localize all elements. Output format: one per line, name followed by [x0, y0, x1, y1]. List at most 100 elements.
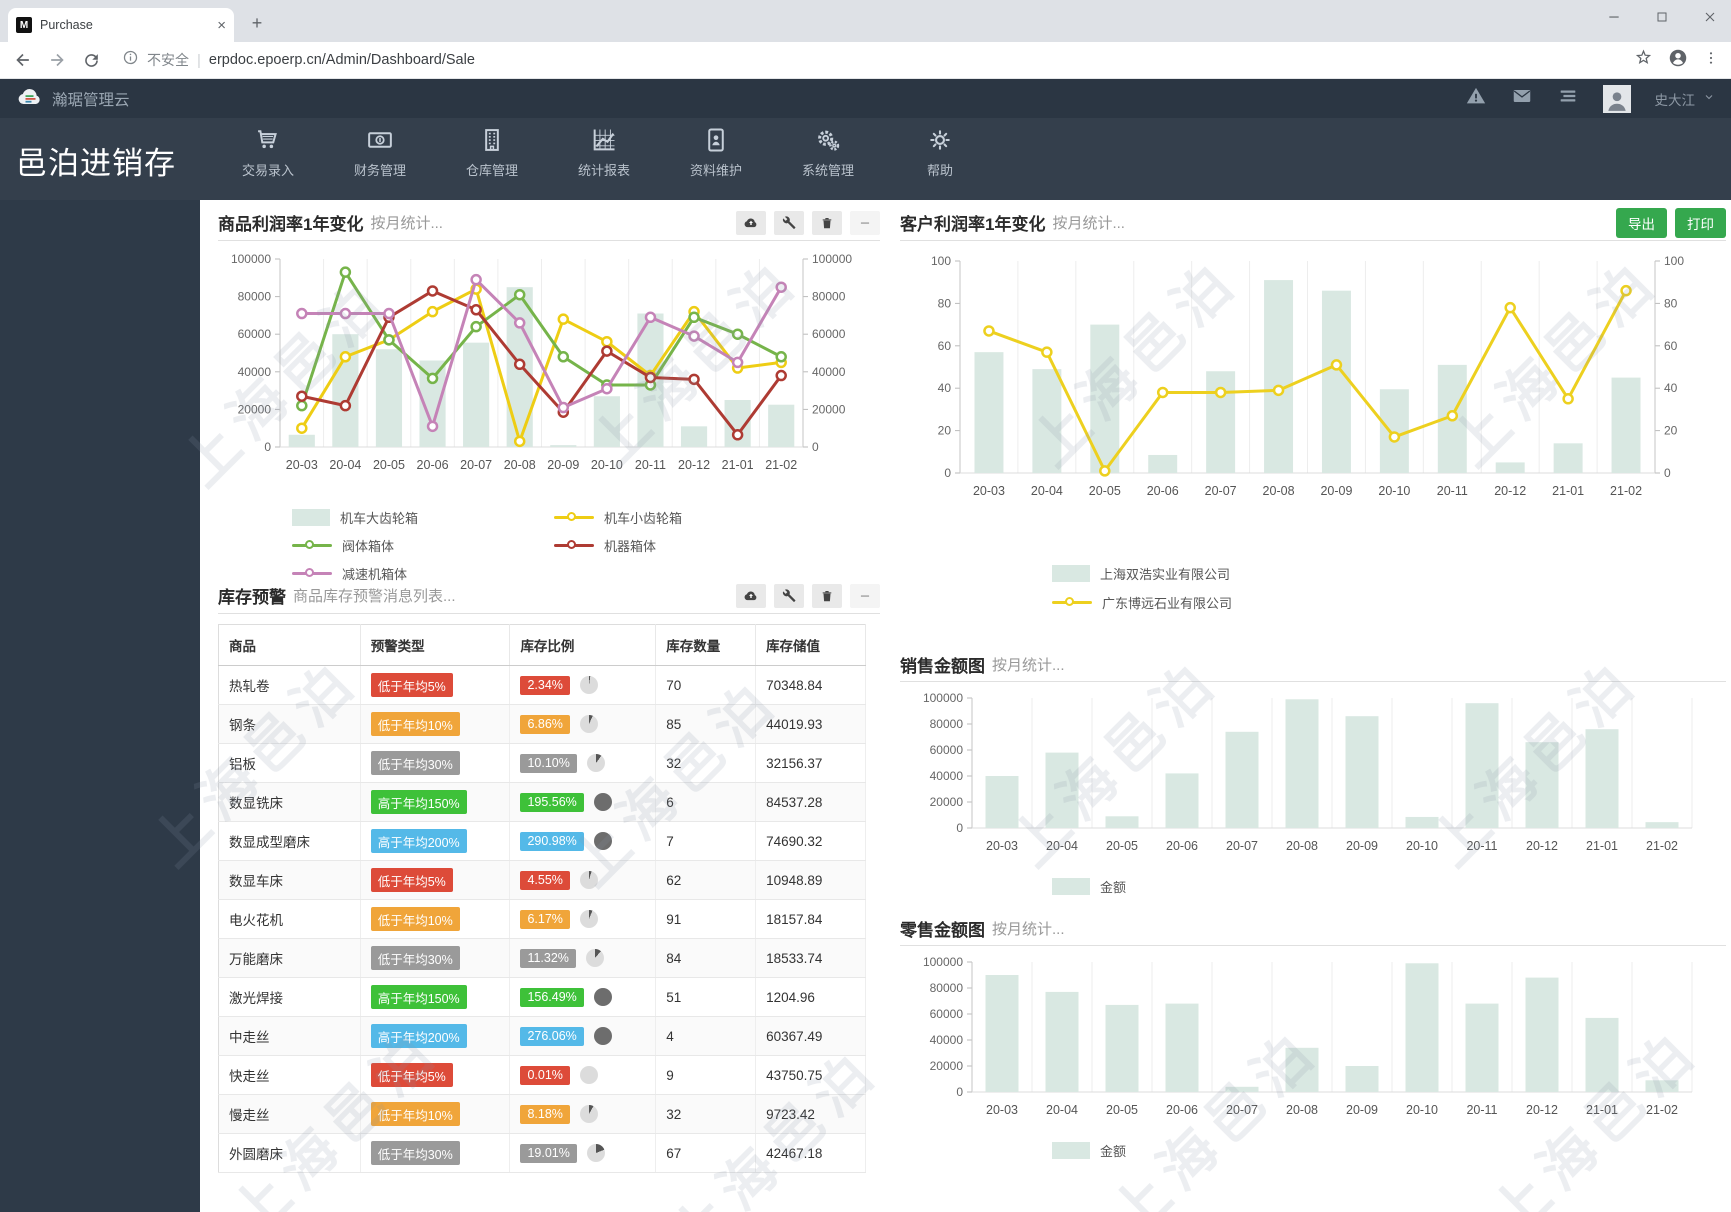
stock-ratio-badge: 0.01%: [520, 1065, 570, 1085]
back-icon[interactable]: [12, 49, 34, 71]
settings-button[interactable]: [774, 583, 804, 608]
mail-icon[interactable]: [1511, 85, 1533, 112]
svg-text:20-09: 20-09: [1346, 1103, 1378, 1117]
menu-item-label: 资料维护: [689, 163, 742, 178]
legend-item[interactable]: 广东博远石业有限公司: [1052, 593, 1726, 612]
menu-item-finance-management[interactable]: 财务管理: [332, 126, 428, 200]
print-button[interactable]: 打印: [1675, 207, 1726, 238]
window-minimize-icon[interactable]: [1599, 4, 1629, 30]
collapse-button[interactable]: [850, 583, 880, 608]
legend-label: 机车小齿轮箱: [604, 511, 683, 526]
settings-button[interactable]: [774, 210, 804, 235]
legend-item[interactable]: 机车小齿轮箱: [554, 508, 880, 527]
user-avatar[interactable]: [1602, 84, 1631, 113]
svg-text:100: 100: [1664, 254, 1684, 268]
forward-icon[interactable]: [46, 49, 68, 71]
ratio-pie-icon: [586, 1144, 605, 1163]
browser-menu-icon[interactable]: [1703, 50, 1719, 71]
legend-label: 上海双浩实业有限公司: [1100, 567, 1231, 582]
legend-item[interactable]: 金额: [1052, 1141, 1726, 1160]
svg-text:20-08: 20-08: [504, 458, 536, 472]
browser-tab[interactable]: M Purchase ×: [8, 8, 234, 42]
menu-item-label: 仓库管理: [465, 163, 518, 178]
cart-icon: [254, 126, 282, 154]
alert-type-cell: 低于年均10%: [360, 1094, 511, 1134]
ratio-pie-icon: [593, 988, 612, 1007]
table-row[interactable]: 数显成型磨床 高于年均200% 290.98% 7 74690.32: [218, 821, 866, 861]
menu-item-statistics-reports[interactable]: 统计报表: [556, 126, 652, 200]
stock-qty: 70: [655, 665, 757, 705]
legend-item[interactable]: 阀体箱体: [292, 536, 554, 555]
reload-icon[interactable]: [80, 49, 102, 71]
svg-text:20-04: 20-04: [329, 458, 361, 472]
legend-item[interactable]: 机器箱体: [554, 536, 880, 555]
table-row[interactable]: 数显车床 低于年均5% 4.55% 62 10948.89: [218, 860, 866, 900]
table-row[interactable]: 数显铣床 高于年均150% 195.56% 6 84537.28: [218, 782, 866, 822]
table-row[interactable]: 激光焊接 高于年均150% 156.49% 51 1204.96: [218, 977, 866, 1017]
delete-button[interactable]: [812, 210, 842, 235]
table-row[interactable]: 外圆磨床 低于年均30% 19.01% 67 42467.18: [218, 1133, 866, 1173]
alerts-icon[interactable]: [1465, 85, 1487, 112]
svg-text:20-11: 20-11: [1437, 484, 1468, 498]
svg-text:100000: 100000: [231, 252, 271, 266]
window-maximize-icon[interactable]: [1647, 4, 1677, 30]
legend-bar-swatch: [1052, 565, 1090, 582]
svg-text:20-04: 20-04: [1031, 484, 1063, 498]
menu-item-system-management[interactable]: 系统管理: [780, 126, 876, 200]
menu-item-label: 财务管理: [353, 163, 406, 178]
report-icon: [590, 126, 618, 154]
legend-item[interactable]: 上海双浩实业有限公司: [1052, 564, 1726, 583]
svg-text:20: 20: [1664, 424, 1678, 438]
product-profit-chart: 0 0 20000 20000 40000 40000 60000 60000 80000 800…: [218, 247, 880, 492]
stock-value: 32156.37: [755, 743, 866, 783]
alert-type-badge: 低于年均5%: [370, 1063, 453, 1087]
collapse-button[interactable]: [850, 210, 880, 235]
download-button[interactable]: [736, 583, 766, 608]
new-tab-button[interactable]: +: [251, 12, 263, 33]
svg-text:20-11: 20-11: [635, 458, 666, 472]
window-close-icon[interactable]: [1695, 4, 1725, 30]
info-icon[interactable]: [122, 49, 139, 71]
tab-close-icon[interactable]: ×: [217, 16, 226, 34]
table-row[interactable]: 铝板 低于年均30% 10.10% 32 32156.37: [218, 743, 866, 783]
task-list-icon[interactable]: [1557, 85, 1579, 112]
svg-text:40: 40: [1664, 381, 1678, 395]
address-bar[interactable]: 不安全 | erpdoc.epoerp.cn/Admin/Dashboard/S…: [114, 49, 1622, 71]
legend-label: 金额: [1100, 880, 1127, 895]
card-icon: [702, 126, 730, 154]
legend-item[interactable]: 机车大齿轮箱: [292, 508, 554, 527]
chevron-down-icon[interactable]: [1703, 90, 1715, 108]
legend-item[interactable]: 减速机箱体: [292, 564, 554, 583]
svg-text:40000: 40000: [930, 769, 964, 783]
svg-text:80000: 80000: [238, 290, 272, 304]
delete-button[interactable]: [812, 583, 842, 608]
download-button[interactable]: [736, 210, 766, 235]
legend-item[interactable]: 金额: [1052, 877, 1726, 896]
table-row[interactable]: 快走丝 低于年均5% 0.01% 9 43750.75: [218, 1055, 866, 1095]
table-row[interactable]: 电火花机 低于年均10% 6.17% 91 18157.84: [218, 899, 866, 939]
svg-text:20: 20: [938, 424, 952, 438]
table-row[interactable]: 热轧卷 低于年均5% 2.34% 70 70348.84: [218, 665, 866, 705]
col-stock-qty: 库存数量: [655, 624, 757, 666]
svg-text:40000: 40000: [930, 1033, 964, 1047]
bookmark-star-icon[interactable]: [1634, 48, 1653, 72]
panel-subtitle: 按月统计...: [992, 657, 1065, 674]
menu-item-warehouse-management[interactable]: 仓库管理: [444, 126, 540, 200]
browser-profile-icon[interactable]: [1667, 47, 1689, 74]
panel-title: 销售金额图: [900, 657, 985, 676]
export-button[interactable]: 导出: [1616, 207, 1667, 238]
menu-item-data-maintenance[interactable]: 资料维护: [668, 126, 764, 200]
svg-text:100: 100: [931, 254, 951, 268]
table-row[interactable]: 钢条 低于年均10% 6.86% 85 44019.93: [218, 704, 866, 744]
table-row[interactable]: 万能磨床 低于年均30% 11.32% 84 18533.74: [218, 938, 866, 978]
alert-type-badge: 低于年均30%: [370, 1141, 460, 1165]
col-stock-ratio: 库存比例: [509, 624, 657, 666]
menu-item-help[interactable]: 帮助: [892, 126, 988, 200]
table-row[interactable]: 中走丝 高于年均200% 276.06% 4 60367.49: [218, 1016, 866, 1056]
table-row[interactable]: 慢走丝 低于年均10% 8.18% 32 9723.42: [218, 1094, 866, 1134]
alert-type-cell: 高于年均150%: [360, 782, 511, 822]
menu-item-transaction-entry[interactable]: 交易录入: [220, 126, 316, 200]
menu-band: 邑泊进销存 交易录入 财务管理 仓库管理 统计报表 资料维护 系统管理 帮助: [0, 118, 1731, 200]
user-name[interactable]: 史大江: [1654, 92, 1696, 108]
menu-item-label: 统计报表: [577, 163, 630, 178]
